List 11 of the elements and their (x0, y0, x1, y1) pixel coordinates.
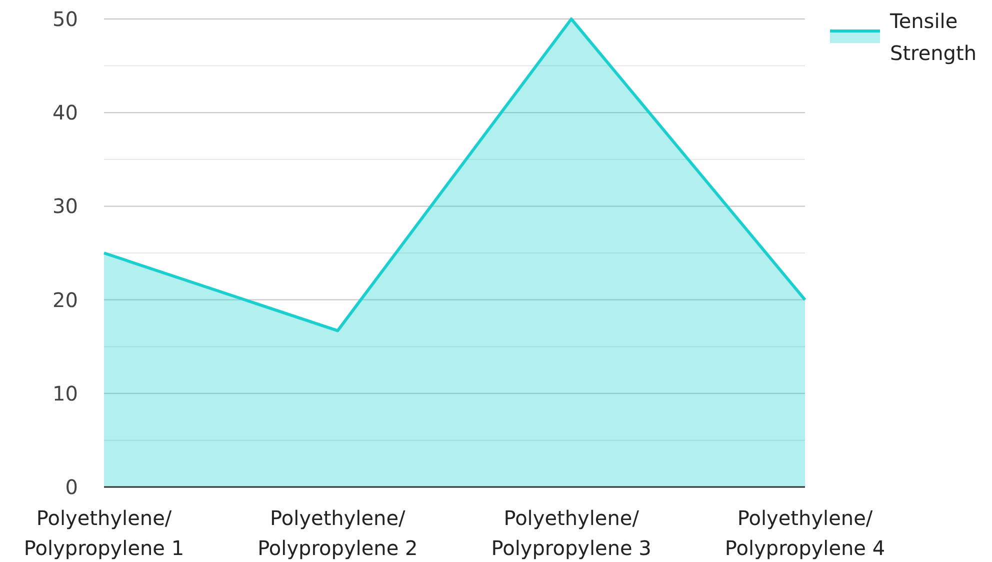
y-tick-label: 10 (52, 381, 78, 406)
legend-label: Tensile Strength (889, 9, 977, 65)
x-tick-label: Polyethylene/Polypropylene 3 (491, 506, 652, 560)
y-tick-label: 40 (52, 100, 78, 125)
x-tick-label: Polyethylene/Polypropylene 2 (258, 506, 418, 560)
y-tick-label: 30 (52, 194, 78, 218)
x-tick-label: Polyethylene/Polypropylene 4 (724, 506, 886, 560)
y-tick-label: 50 (52, 7, 78, 31)
x-tick-label: Polyethylene/Polypropylene 1 (24, 506, 184, 560)
y-tick-label: 0 (65, 475, 78, 499)
y-tick-label: 20 (52, 288, 78, 312)
